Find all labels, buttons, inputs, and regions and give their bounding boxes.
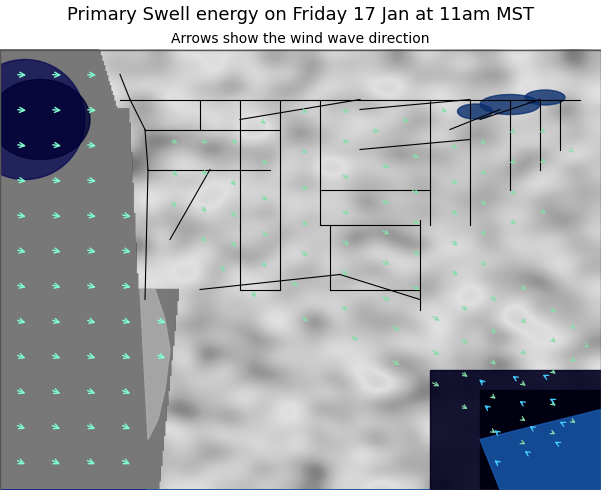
Ellipse shape <box>457 104 492 119</box>
Ellipse shape <box>0 79 90 160</box>
Ellipse shape <box>480 95 540 115</box>
Polygon shape <box>140 290 170 440</box>
Bar <box>480 390 601 490</box>
Ellipse shape <box>525 90 565 105</box>
Text: Arrows show the wind wave direction: Arrows show the wind wave direction <box>171 32 430 46</box>
Text: Primary Swell energy on Friday 17 Jan at 11am MST: Primary Swell energy on Friday 17 Jan at… <box>67 6 534 24</box>
Bar <box>0 49 145 490</box>
Bar <box>430 369 601 490</box>
Circle shape <box>0 59 85 179</box>
Polygon shape <box>480 410 601 490</box>
